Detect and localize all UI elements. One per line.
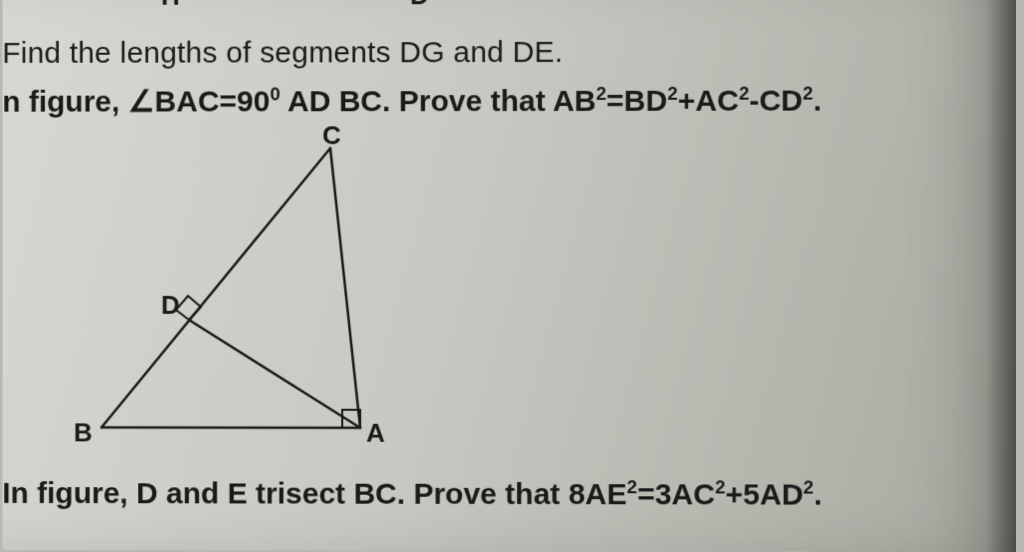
superscript-2: 2 — [803, 83, 813, 104]
vertex-label-b: B — [74, 417, 93, 448]
text: BAC=90 — [155, 85, 270, 118]
superscript-2: 2 — [803, 477, 813, 498]
page-surface: H D Find the lengths of segments DG and … — [2, 0, 1016, 552]
angle-symbol: ∠ — [128, 86, 155, 119]
text: +5AD — [725, 478, 803, 511]
text: +AC — [678, 85, 739, 118]
superscript-2: 2 — [715, 476, 725, 497]
text: n figure, — [2, 86, 128, 119]
vertex-label-a: A — [366, 418, 385, 449]
superscript-2: 2 — [627, 476, 637, 497]
question-prove-ab2: n figure, ∠BAC=900 AD BC. Prove that AB2… — [2, 84, 821, 120]
prev-figure-label-h: H — [161, 0, 180, 12]
superscript-2: 2 — [739, 83, 749, 104]
superscript-2: 2 — [596, 83, 606, 104]
superscript-degree: 0 — [270, 83, 280, 104]
question-trisect: In figure, D and E trisect BC. Prove tha… — [2, 477, 822, 513]
text: . — [814, 479, 822, 512]
text: =3AC — [637, 478, 715, 511]
text: In figure, D and E trisect BC. Prove tha… — [2, 477, 627, 511]
vertex-label-d: D — [161, 290, 180, 321]
vertex-label-c: C — [322, 120, 341, 151]
text: =BD — [606, 85, 667, 118]
triangle-figure: C D B A — [62, 128, 420, 468]
question-find-lengths: Find the lengths of segments DG and DE. — [2, 36, 563, 71]
page-curl-shadow — [986, 0, 1016, 552]
text: -CD — [749, 85, 803, 118]
text: . — [813, 85, 821, 118]
text: AD BC. Prove that AB — [280, 85, 596, 118]
prev-figure-label-d: D — [410, 0, 429, 11]
superscript-2: 2 — [667, 83, 677, 104]
